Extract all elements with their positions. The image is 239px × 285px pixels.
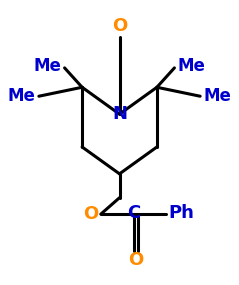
Text: Ph: Ph [168, 204, 195, 222]
Text: O: O [112, 17, 127, 35]
Text: O: O [128, 251, 143, 269]
Text: Me: Me [7, 87, 35, 105]
Text: Me: Me [204, 87, 232, 105]
Text: O: O [83, 205, 98, 223]
Text: Me: Me [33, 57, 61, 75]
Text: C: C [127, 204, 140, 222]
Text: Me: Me [178, 57, 206, 75]
Text: N: N [112, 105, 127, 123]
